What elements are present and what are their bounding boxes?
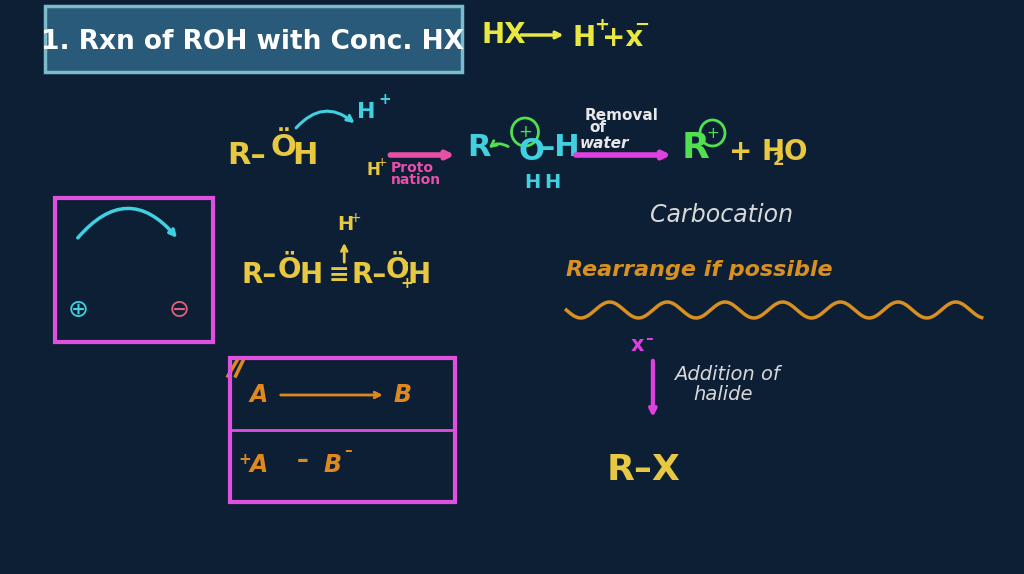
Text: H: H bbox=[356, 102, 375, 122]
Text: H: H bbox=[299, 261, 323, 289]
Text: –: – bbox=[297, 448, 309, 472]
Text: −: − bbox=[634, 16, 649, 34]
Text: of: of bbox=[590, 121, 606, 135]
Text: R–X: R–X bbox=[607, 453, 681, 487]
Text: +: + bbox=[594, 16, 609, 34]
Text: 2: 2 bbox=[773, 151, 784, 169]
Text: –: – bbox=[400, 255, 408, 270]
Text: +: + bbox=[707, 126, 719, 141]
Text: 1. Rxn of ROH with Conc. HX: 1. Rxn of ROH with Conc. HX bbox=[41, 29, 465, 55]
Text: H: H bbox=[367, 161, 380, 179]
Text: O: O bbox=[518, 138, 544, 166]
Text: halide: halide bbox=[693, 386, 753, 405]
Text: +: + bbox=[400, 276, 413, 290]
Text: Removal: Removal bbox=[585, 107, 658, 122]
Text: Carbocation: Carbocation bbox=[650, 203, 794, 227]
Text: +: + bbox=[378, 92, 390, 107]
Text: Rearrange if possible: Rearrange if possible bbox=[566, 260, 833, 280]
Text: +: + bbox=[239, 452, 251, 467]
Text: + H: + H bbox=[729, 138, 785, 166]
Text: A: A bbox=[249, 453, 267, 477]
Text: R–: R– bbox=[352, 261, 387, 289]
Text: R–: R– bbox=[242, 261, 276, 289]
FancyBboxPatch shape bbox=[45, 6, 463, 72]
Text: nation: nation bbox=[390, 173, 440, 187]
Text: H: H bbox=[544, 173, 560, 192]
Text: ⊖: ⊖ bbox=[168, 298, 189, 322]
Text: water: water bbox=[580, 135, 630, 150]
Text: A: A bbox=[249, 383, 267, 407]
Text: –: – bbox=[645, 331, 653, 346]
Text: x: x bbox=[631, 335, 644, 355]
Text: ≡: ≡ bbox=[321, 263, 358, 287]
Text: Ö: Ö bbox=[278, 256, 301, 284]
Text: Ö: Ö bbox=[270, 134, 296, 162]
Text: +: + bbox=[377, 157, 387, 169]
Text: Proto: Proto bbox=[390, 161, 433, 175]
Text: Ö: Ö bbox=[386, 256, 409, 284]
Text: R–: R– bbox=[227, 141, 265, 169]
Text: ⊕: ⊕ bbox=[68, 298, 88, 322]
Text: H: H bbox=[408, 261, 431, 289]
Text: O: O bbox=[783, 138, 807, 166]
Text: +: + bbox=[518, 123, 531, 141]
Text: H: H bbox=[292, 141, 317, 169]
Text: B: B bbox=[324, 453, 341, 477]
Text: –H: –H bbox=[540, 134, 580, 162]
Text: H: H bbox=[572, 24, 595, 52]
Text: +x: +x bbox=[602, 24, 643, 52]
Text: H: H bbox=[524, 173, 541, 192]
Text: Addition of: Addition of bbox=[674, 366, 779, 385]
Text: R: R bbox=[467, 134, 490, 162]
Text: R: R bbox=[682, 131, 710, 165]
Text: –: – bbox=[344, 443, 352, 457]
Text: +: + bbox=[349, 211, 360, 225]
Text: H: H bbox=[338, 215, 353, 235]
Text: B: B bbox=[393, 383, 412, 407]
Text: HX: HX bbox=[481, 21, 526, 49]
